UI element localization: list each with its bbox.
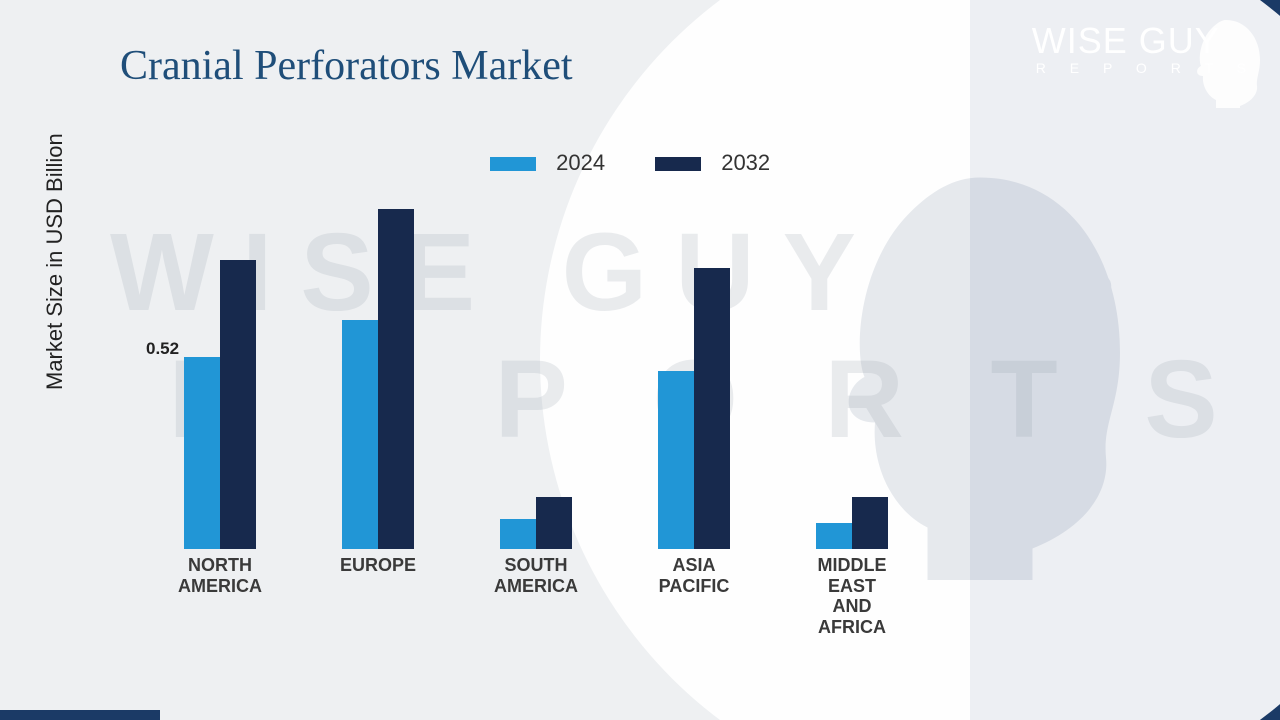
legend-swatch-2024 [490, 157, 536, 171]
legend-item-2024: 2024 [490, 150, 605, 176]
bar-2024 [658, 371, 694, 549]
bar-2024 [184, 357, 220, 549]
bar-2024 [816, 523, 852, 549]
category-label: NORTH AMERICA [150, 555, 290, 596]
logo-head-icon [1188, 18, 1268, 108]
category-label: SOUTH AMERICA [466, 555, 606, 596]
bar-2024 [500, 519, 536, 549]
plot-region: 0.52 [140, 180, 960, 550]
chart-canvas: WISE GUY R E P O R T S Cranial Perforato… [0, 0, 1280, 720]
category-label: ASIA PACIFIC [624, 555, 764, 596]
bar-2032 [852, 497, 888, 549]
bar-2024 [342, 320, 378, 549]
bar-2032 [220, 260, 256, 549]
legend: 2024 2032 [490, 150, 770, 176]
bottom-accent-bar [0, 710, 160, 720]
bar-2032 [378, 209, 414, 549]
legend-swatch-2032 [655, 157, 701, 171]
bar-2032 [694, 268, 730, 549]
category-label: MIDDLE EAST AND AFRICA [782, 555, 922, 638]
legend-item-2032: 2032 [655, 150, 770, 176]
category-label: EUROPE [308, 555, 448, 576]
chart-area: Market Size in USD Billion 2024 2032 0.5… [60, 160, 980, 640]
legend-label-2032: 2032 [721, 150, 770, 175]
chart-title: Cranial Perforators Market [120, 42, 573, 90]
legend-label-2024: 2024 [556, 150, 605, 175]
y-axis-label: Market Size in USD Billion [42, 133, 68, 390]
bar-value-label: 0.52 [146, 339, 179, 359]
bar-2032 [536, 497, 572, 549]
